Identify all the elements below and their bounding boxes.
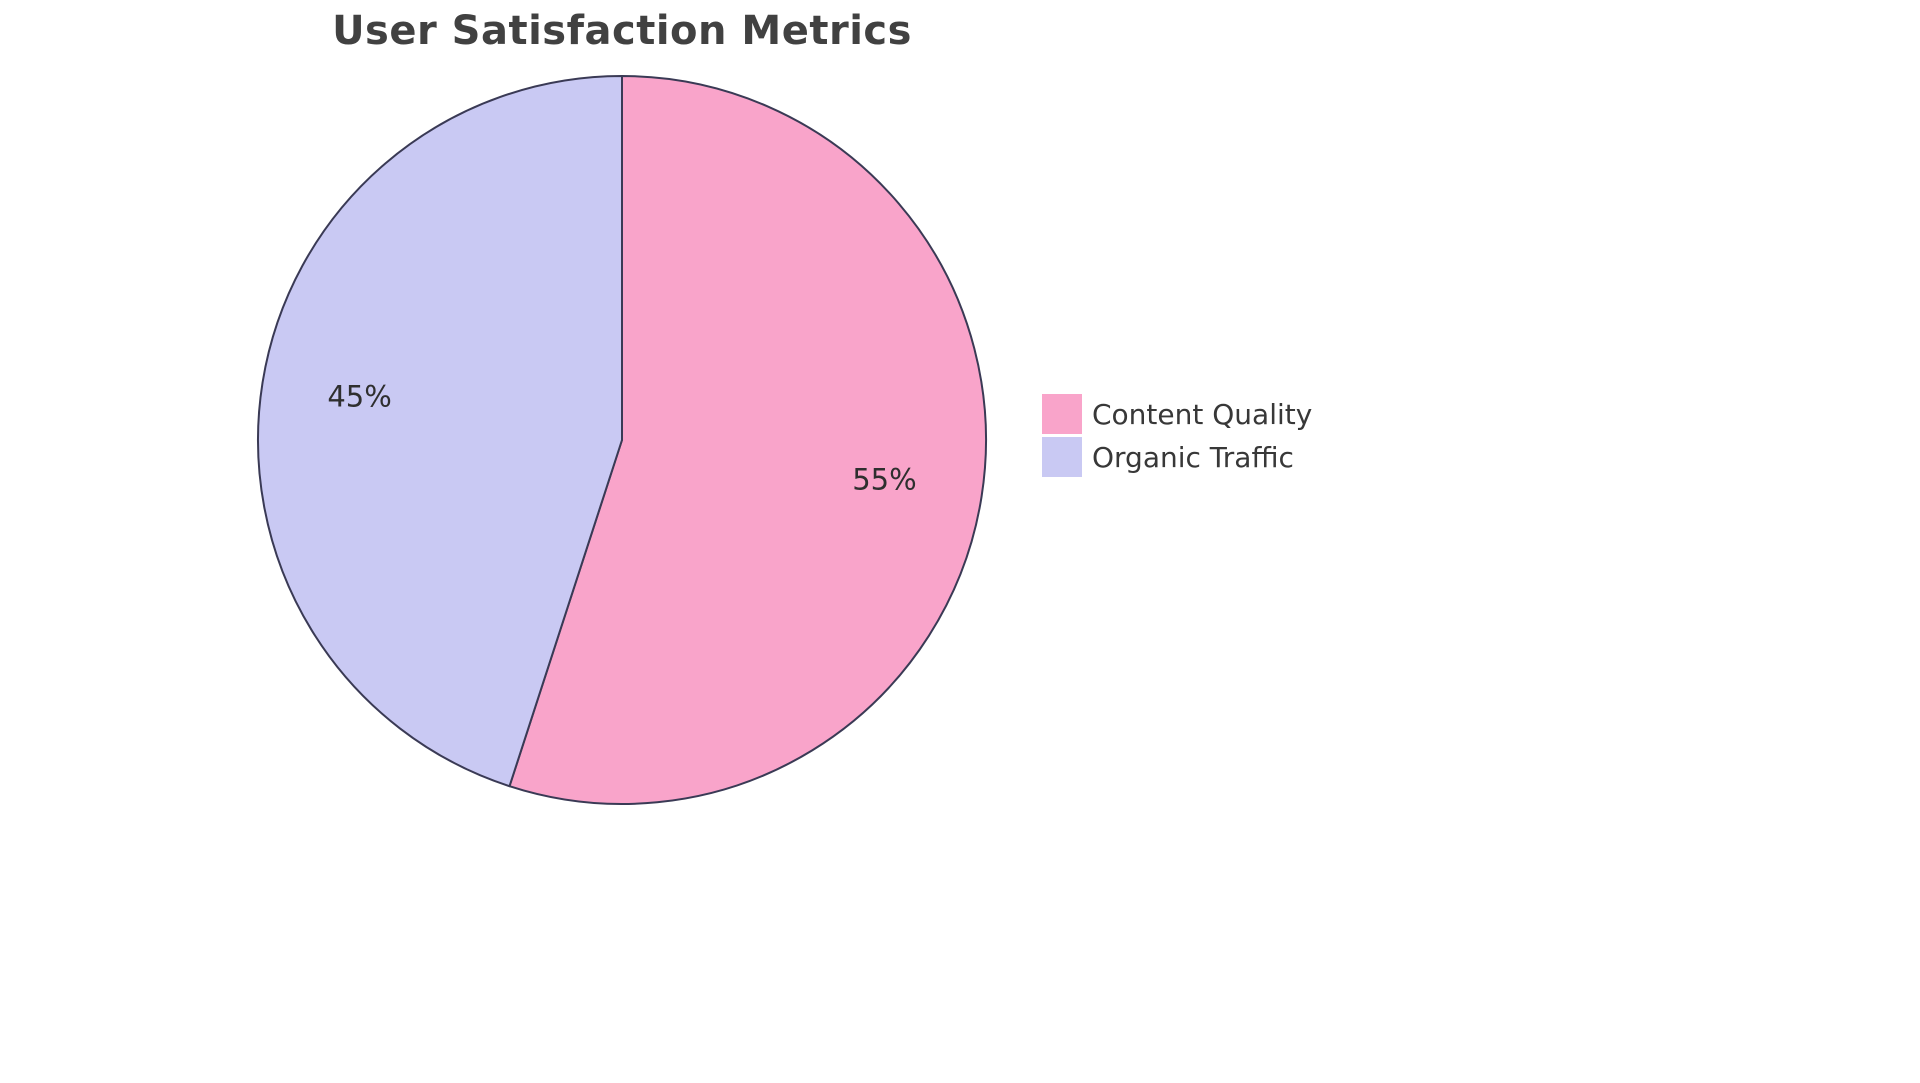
legend-label-content-quality: Content Quality <box>1092 397 1313 431</box>
legend-swatch-organic-traffic <box>1042 437 1082 477</box>
chart-title: User Satisfaction Metrics <box>332 8 912 54</box>
legend-label-organic-traffic: Organic Traffic <box>1092 440 1294 474</box>
pie-slice-content-quality <box>508 75 987 805</box>
pie-percent-label-organic-traffic: 45% <box>327 379 391 413</box>
legend-swatch-content-quality <box>1042 394 1082 434</box>
chart-legend: Content Quality Organic Traffic <box>1042 394 1312 477</box>
pie-slice-organic-traffic <box>257 75 623 788</box>
legend-item-content-quality: Content Quality <box>1042 394 1312 434</box>
pie-percent-label-content-quality: 55% <box>852 463 916 497</box>
legend-item-organic-traffic: Organic Traffic <box>1042 437 1312 477</box>
